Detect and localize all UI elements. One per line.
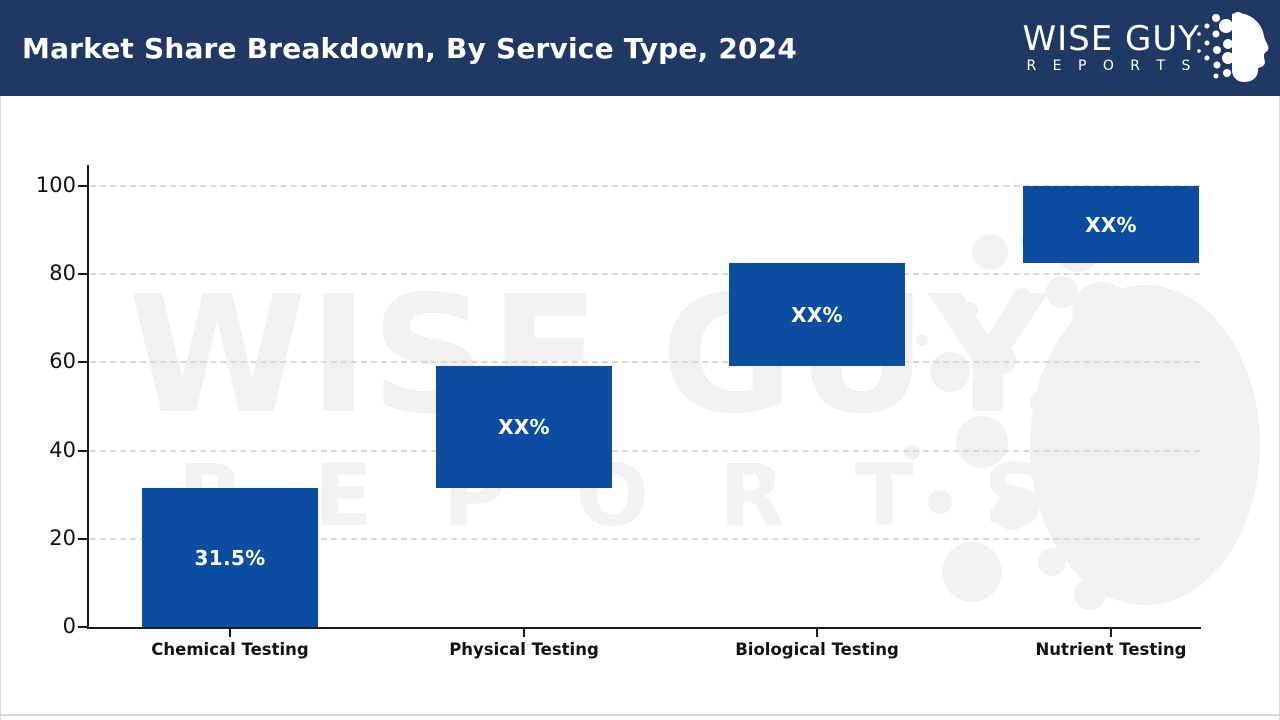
gridline bbox=[90, 537, 1200, 540]
chart-title: Market Share Breakdown, By Service Type,… bbox=[22, 31, 798, 65]
gridline bbox=[90, 361, 1200, 364]
x-axis-line bbox=[87, 627, 1201, 629]
x-axis-label: Biological Testing bbox=[735, 640, 899, 659]
x-axis-label: Chemical Testing bbox=[151, 640, 309, 659]
brand-logo: WISE GUY R E P O R T S bbox=[1022, 4, 1272, 92]
y-axis-tick bbox=[78, 449, 88, 452]
y-tick-label: 20 bbox=[49, 525, 76, 550]
y-tick-label: 60 bbox=[49, 349, 76, 374]
y-axis-tick bbox=[78, 626, 88, 628]
x-axis-label: Nutrient Testing bbox=[1035, 640, 1187, 659]
y-axis-tick bbox=[78, 537, 88, 540]
y-axis-tick bbox=[78, 273, 88, 276]
bar-segment: XX% bbox=[729, 263, 905, 366]
page-left-edge bbox=[0, 96, 1, 720]
brand-subtitle: R E P O R T S bbox=[1026, 58, 1197, 75]
brand-head-icon bbox=[1197, 12, 1269, 82]
y-axis-line bbox=[87, 165, 89, 629]
gridline bbox=[90, 273, 1200, 276]
page-bottom-edge bbox=[0, 714, 1280, 716]
x-axis-tick bbox=[816, 629, 818, 637]
x-axis-tick bbox=[523, 629, 525, 637]
bar-segment: XX% bbox=[1023, 186, 1199, 264]
y-axis-tick bbox=[78, 185, 88, 187]
gridline bbox=[90, 185, 1200, 187]
bar-value-label: XX% bbox=[791, 302, 843, 327]
y-tick-label: 0 bbox=[62, 614, 76, 638]
x-axis-label: Physical Testing bbox=[449, 640, 599, 659]
y-axis-tick bbox=[78, 361, 88, 364]
brand-logo-text: WISE GUY R E P O R T S bbox=[1022, 18, 1200, 75]
y-tick-label: 40 bbox=[49, 437, 76, 462]
bar-value-label: 31.5% bbox=[194, 545, 266, 570]
brand-name: WISE GUY bbox=[1022, 18, 1200, 59]
gridline bbox=[90, 449, 1200, 452]
bar-value-label: XX% bbox=[1085, 212, 1137, 237]
bar-segment: 31.5% bbox=[142, 488, 318, 627]
y-tick-label: 80 bbox=[49, 261, 76, 286]
header-bar: Market Share Breakdown, By Service Type,… bbox=[0, 0, 1280, 96]
bar-segment: XX% bbox=[436, 365, 612, 489]
y-tick-label: 100 bbox=[35, 173, 76, 197]
x-axis-tick bbox=[229, 629, 231, 637]
x-axis-tick bbox=[1110, 629, 1112, 637]
bar-value-label: XX% bbox=[498, 415, 550, 439]
